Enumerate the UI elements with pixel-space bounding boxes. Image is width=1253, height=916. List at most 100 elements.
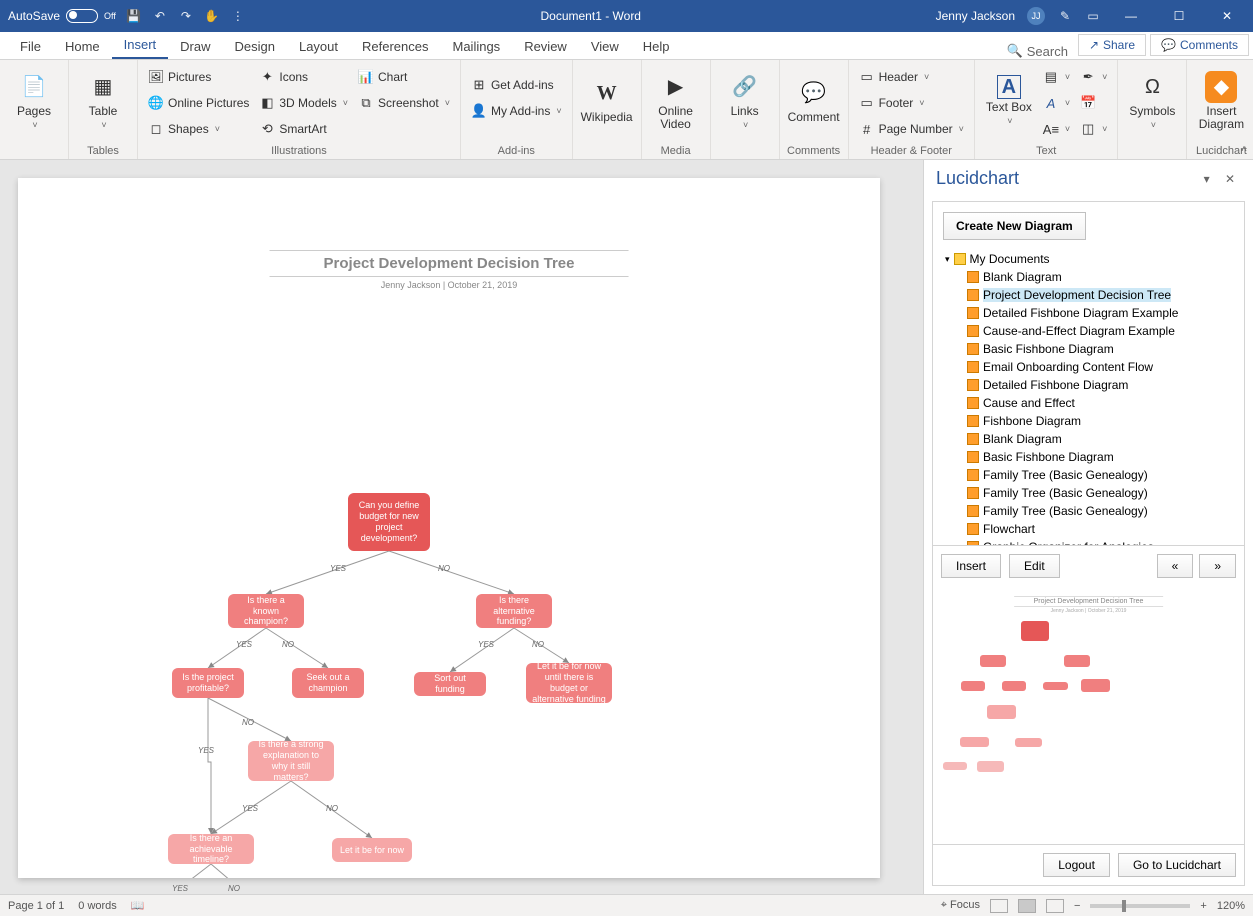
edge-label: NO [228, 884, 240, 893]
comments-button[interactable]: 💬 Comments [1150, 34, 1249, 56]
zoom-value[interactable]: 120% [1217, 900, 1245, 912]
tree-item[interactable]: Family Tree (Basic Genealogy) [939, 466, 1238, 484]
autosave-toggle[interactable]: AutoSave Off [8, 9, 116, 23]
object-button[interactable]: ◫˅ [1076, 118, 1111, 140]
shapes-button[interactable]: ◻Shapes˅ [144, 118, 253, 140]
user-name[interactable]: Jenny Jackson [936, 9, 1015, 23]
user-avatar[interactable]: JJ [1027, 7, 1045, 25]
ribbon: 📄Pages˅ ▦Table˅Tables 🖼Pictures 🌐Online … [0, 60, 1253, 160]
online-pictures-button[interactable]: 🌐Online Pictures [144, 92, 253, 114]
tab-references[interactable]: References [350, 34, 440, 59]
page-status[interactable]: Page 1 of 1 [8, 900, 64, 912]
lucidchart-insert-button[interactable]: ◆Insert Diagram [1193, 64, 1249, 138]
wordart-button[interactable]: A˅ [1039, 92, 1074, 114]
symbols-button[interactable]: ΩSymbols˅ [1124, 64, 1180, 138]
comment-button[interactable]: 💬Comment [786, 64, 842, 138]
tree-item[interactable]: Detailed Fishbone Diagram Example [939, 304, 1238, 322]
document-area[interactable]: Project Development Decision Tree Jenny … [0, 160, 923, 894]
edge-label: YES [478, 640, 494, 649]
logout-button[interactable]: Logout [1043, 853, 1110, 877]
zoom-slider[interactable] [1090, 904, 1190, 908]
pictures-button[interactable]: 🖼Pictures [144, 66, 253, 88]
web-layout-icon[interactable] [1046, 899, 1064, 913]
collapse-ribbon-icon[interactable]: ˄ [1241, 144, 1247, 155]
minimize-icon[interactable]: — [1113, 6, 1149, 26]
word-count[interactable]: 0 words [78, 900, 117, 912]
search-box[interactable]: 🔍 Search [997, 43, 1078, 59]
3d-models-button[interactable]: ◧3D Models˅ [255, 92, 352, 114]
document-tree[interactable]: ▾My DocumentsBlank DiagramProject Develo… [933, 250, 1244, 546]
tree-item[interactable]: Flowchart [939, 520, 1238, 538]
tree-item[interactable]: Blank Diagram [939, 430, 1238, 448]
tab-home[interactable]: Home [53, 34, 112, 59]
drop-cap-button[interactable]: A≡˅ [1039, 118, 1074, 140]
next-page-button[interactable]: » [1199, 554, 1236, 578]
my-addins-button[interactable]: 👤My Add-ins˅ [467, 100, 566, 122]
tree-item[interactable]: Graphic Organizer for Analogies [939, 538, 1238, 546]
prev-page-button[interactable]: « [1157, 554, 1194, 578]
panel-menu-icon[interactable]: ▾ [1198, 172, 1216, 186]
save-icon[interactable]: 💾 [126, 8, 142, 24]
tree-item[interactable]: Project Development Decision Tree [939, 286, 1238, 304]
tree-item[interactable]: Basic Fishbone Diagram [939, 340, 1238, 358]
zoom-in-icon[interactable]: + [1200, 900, 1206, 912]
signature-button[interactable]: ✒˅ [1076, 66, 1111, 88]
spellcheck-icon[interactable]: 📖 [131, 899, 145, 912]
tab-mailings[interactable]: Mailings [441, 34, 513, 59]
tree-item[interactable]: Detailed Fishbone Diagram [939, 376, 1238, 394]
share-button[interactable]: ↗ Share [1078, 34, 1146, 56]
links-button[interactable]: 🔗Links˅ [717, 64, 773, 138]
redo-icon[interactable]: ↷ [178, 8, 194, 24]
focus-button[interactable]: ⌖ Focus [941, 899, 980, 912]
panel-close-icon[interactable]: ✕ [1219, 172, 1241, 186]
get-addins-button[interactable]: ⊞Get Add-ins [467, 74, 566, 96]
footer-button[interactable]: ▭Footer˅ [855, 92, 968, 114]
wikipedia-button[interactable]: WWikipedia [579, 64, 635, 138]
smartart-button[interactable]: ⟲SmartArt [255, 118, 352, 140]
undo-icon[interactable]: ↶ [152, 8, 168, 24]
tree-item[interactable]: Family Tree (Basic Genealogy) [939, 502, 1238, 520]
page-number-button[interactable]: #Page Number˅ [855, 118, 968, 140]
page: Project Development Decision Tree Jenny … [18, 178, 880, 878]
quick-parts-button[interactable]: ▤˅ [1039, 66, 1074, 88]
qat-more-icon[interactable]: ⋮ [230, 8, 246, 24]
edge-label: YES [242, 804, 258, 813]
read-mode-icon[interactable] [990, 899, 1008, 913]
edit-button[interactable]: Edit [1009, 554, 1060, 578]
tree-item[interactable]: Cause and Effect [939, 394, 1238, 412]
online-video-button[interactable]: ▶Online Video [648, 64, 704, 138]
icons-button[interactable]: ✦Icons [255, 66, 352, 88]
tree-item[interactable]: Fishbone Diagram [939, 412, 1238, 430]
screenshot-button[interactable]: ⧉Screenshot˅ [354, 92, 454, 114]
close-icon[interactable]: ✕ [1209, 6, 1245, 26]
ribbon-options-icon[interactable]: ▭ [1085, 8, 1101, 24]
tree-item[interactable]: Family Tree (Basic Genealogy) [939, 484, 1238, 502]
insert-button[interactable]: Insert [941, 554, 1001, 578]
chart-button[interactable]: 📊Chart [354, 66, 454, 88]
tab-design[interactable]: Design [223, 34, 287, 59]
touch-icon[interactable]: ✋ [204, 8, 220, 24]
tree-root[interactable]: ▾My Documents [939, 250, 1238, 268]
tab-view[interactable]: View [579, 34, 631, 59]
tab-help[interactable]: Help [631, 34, 682, 59]
tree-item[interactable]: Email Onboarding Content Flow [939, 358, 1238, 376]
zoom-out-icon[interactable]: − [1074, 900, 1080, 912]
tree-item[interactable]: Cause-and-Effect Diagram Example [939, 322, 1238, 340]
header-button[interactable]: ▭Header˅ [855, 66, 968, 88]
coming-soon-icon[interactable]: ✎ [1057, 8, 1073, 24]
tab-layout[interactable]: Layout [287, 34, 350, 59]
create-diagram-button[interactable]: Create New Diagram [943, 212, 1086, 240]
tab-draw[interactable]: Draw [168, 34, 222, 59]
tree-item[interactable]: Blank Diagram [939, 268, 1238, 286]
text-box-button[interactable]: AText Box˅ [981, 64, 1037, 138]
pages-button[interactable]: 📄Pages˅ [6, 64, 62, 138]
maximize-icon[interactable]: ☐ [1161, 6, 1197, 26]
tab-insert[interactable]: Insert [112, 32, 169, 59]
print-layout-icon[interactable] [1018, 899, 1036, 913]
tab-review[interactable]: Review [512, 34, 579, 59]
table-button[interactable]: ▦Table˅ [75, 64, 131, 138]
tree-item[interactable]: Basic Fishbone Diagram [939, 448, 1238, 466]
goto-lucidchart-button[interactable]: Go to Lucidchart [1118, 853, 1236, 877]
tab-file[interactable]: File [8, 34, 53, 59]
date-time-button[interactable]: 📅 [1076, 92, 1111, 114]
